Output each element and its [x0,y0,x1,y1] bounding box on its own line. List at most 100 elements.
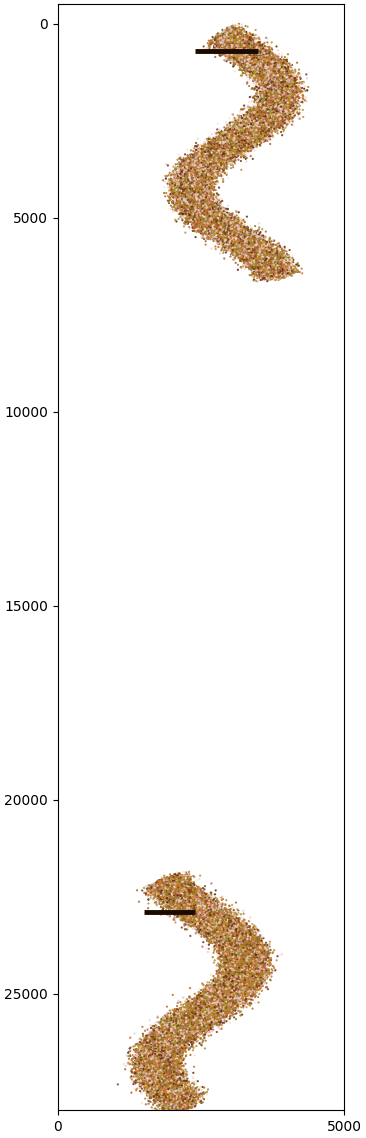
Point [232,967,238,986]
Point [270,97,276,115]
Point [195,163,201,181]
Point [229,137,235,155]
Point [265,56,270,74]
Point [296,84,302,102]
Point [236,937,242,955]
Point [234,938,240,956]
Point [261,60,267,79]
Point [239,139,245,157]
Point [280,92,286,110]
Point [197,196,203,214]
Point [242,131,248,149]
Point [178,883,184,901]
Point [246,970,251,988]
Point [221,140,227,158]
Point [264,49,270,67]
Point [195,198,201,216]
Point [180,1092,186,1111]
Point [251,125,257,143]
Point [181,1015,187,1033]
Point [208,155,214,173]
Point [196,999,202,1017]
Point [288,86,294,105]
Point [273,264,279,282]
Point [203,155,209,173]
Point [236,42,242,60]
Point [291,107,296,125]
Point [176,883,182,901]
Point [171,905,177,923]
Point [186,192,192,211]
Point [184,881,190,899]
Point [156,1056,162,1074]
Point [230,240,236,258]
Point [261,50,266,68]
Point [230,143,236,162]
Point [194,1009,200,1028]
Point [240,933,246,951]
Point [276,73,282,91]
Point [254,64,259,82]
Point [203,152,209,171]
Point [269,83,275,101]
Point [234,972,240,990]
Point [190,201,196,220]
Point [243,32,249,50]
Point [163,1082,169,1100]
Point [220,989,226,1007]
Point [220,988,226,1006]
Point [283,102,289,121]
Point [182,195,187,213]
Point [173,198,179,216]
Point [171,887,177,905]
Point [245,958,251,976]
Point [215,907,221,925]
Point [237,982,243,1000]
Point [231,126,237,145]
Point [169,888,175,906]
Point [240,958,246,976]
Point [214,146,220,164]
Point [187,1016,193,1034]
Point [149,1052,154,1070]
Point [235,939,241,957]
Point [189,187,195,205]
Point [213,214,219,232]
Point [214,214,220,232]
Point [170,872,176,890]
Point [212,201,218,220]
Point [171,1073,176,1091]
Point [233,50,239,68]
Point [158,1025,164,1044]
Point [176,1016,182,1034]
Point [219,229,224,247]
Point [254,127,260,146]
Point [195,1006,201,1024]
Point [183,890,189,908]
Point [172,1094,178,1112]
Point [266,115,272,133]
Point [171,889,176,907]
Point [197,206,202,224]
Point [240,226,246,245]
Point [197,1001,203,1020]
Point [237,31,243,49]
Point [242,954,248,972]
Point [164,1080,169,1098]
Point [234,912,240,930]
Point [186,173,191,191]
Point [266,249,272,267]
Point [264,77,269,96]
Point [276,65,282,83]
Point [162,881,168,899]
Point [172,1090,178,1108]
Point [180,1039,186,1057]
Point [195,137,201,155]
Point [182,1091,188,1110]
Point [240,946,246,964]
Point [191,906,197,924]
Point [191,171,197,189]
Point [254,58,260,76]
Point [210,201,216,220]
Point [182,174,188,192]
